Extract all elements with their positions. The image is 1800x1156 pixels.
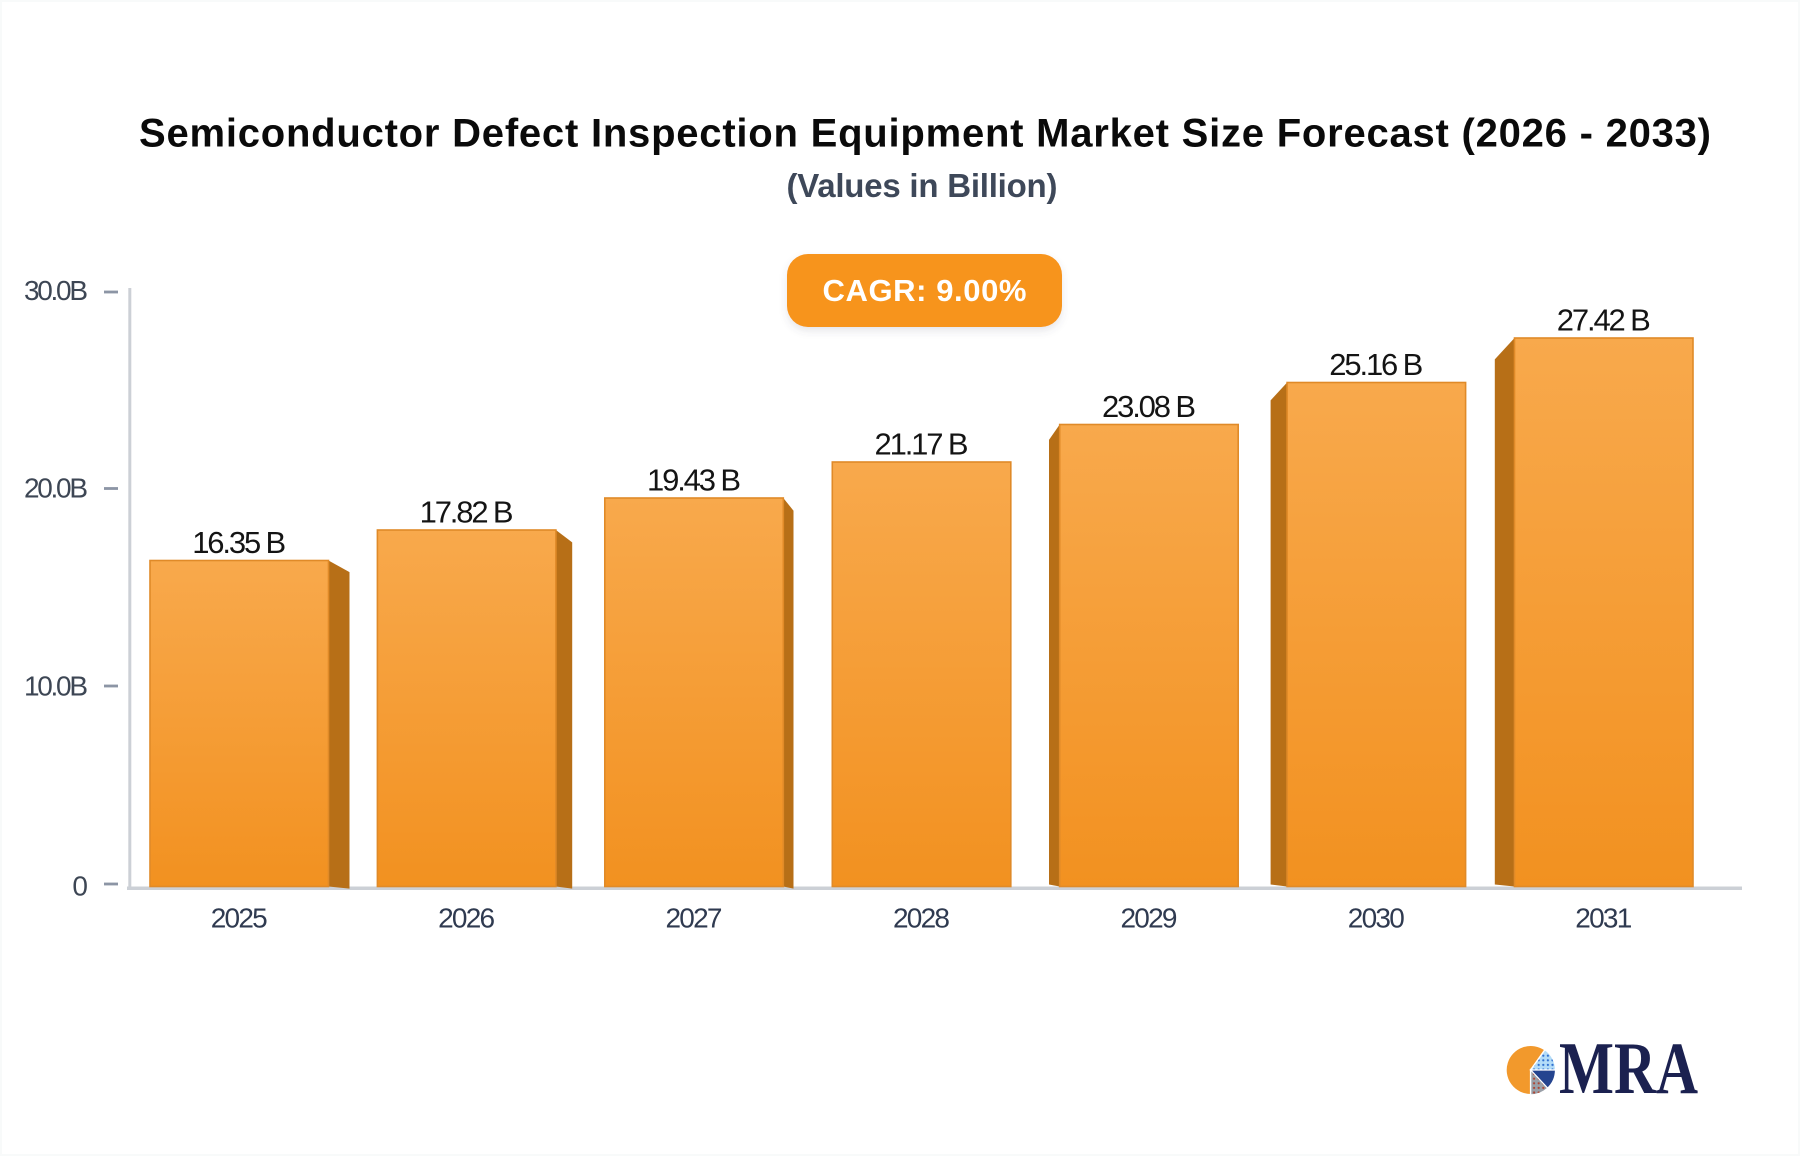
svg-text:27.42 B: 27.42 B (1557, 303, 1651, 338)
svg-text:2029: 2029 (1121, 903, 1178, 934)
svg-text:19.43 B: 19.43 B (647, 463, 741, 498)
svg-text:20.0B: 20.0B (24, 473, 88, 504)
svg-text:2030: 2030 (1348, 903, 1405, 934)
svg-text:2027: 2027 (666, 903, 723, 934)
svg-text:30.0B: 30.0B (24, 275, 88, 306)
svg-text:2028: 2028 (893, 903, 950, 934)
svg-text:2031: 2031 (1575, 903, 1632, 934)
svg-text:(Values in Billion): (Values in Billion) (787, 167, 1058, 204)
svg-text:17.82 B: 17.82 B (420, 495, 514, 530)
svg-text:23.08 B: 23.08 B (1102, 389, 1196, 424)
svg-text:2026: 2026 (438, 903, 495, 934)
svg-text:MRA: MRA (1559, 1029, 1698, 1110)
svg-text:21.17 B: 21.17 B (875, 427, 969, 462)
svg-text:Semiconductor Defect Inspectio: Semiconductor Defect Inspection Equipmen… (139, 112, 1711, 156)
svg-text:0: 0 (72, 870, 88, 901)
svg-text:25.16 B: 25.16 B (1329, 347, 1423, 382)
svg-text:10.0B: 10.0B (24, 671, 88, 702)
svg-text:16.35 B: 16.35 B (192, 525, 286, 560)
svg-text:2025: 2025 (211, 903, 268, 934)
svg-text:CAGR: 9.00%: CAGR: 9.00% (823, 273, 1027, 308)
